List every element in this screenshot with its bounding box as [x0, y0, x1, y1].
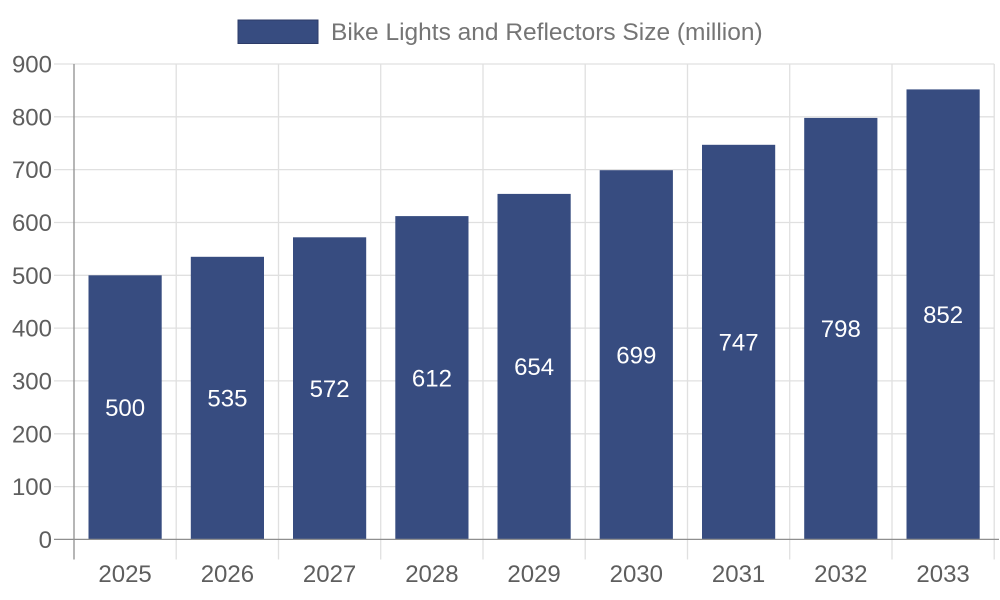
svg-text:852: 852 — [923, 302, 963, 329]
svg-text:572: 572 — [310, 376, 350, 403]
svg-text:Bike Lights and Reflectors Siz: Bike Lights and Reflectors Size (million… — [331, 19, 763, 46]
svg-text:2032: 2032 — [814, 561, 867, 588]
svg-text:300: 300 — [12, 368, 52, 395]
svg-text:500: 500 — [12, 263, 52, 290]
svg-text:2029: 2029 — [507, 561, 560, 588]
svg-text:2026: 2026 — [201, 561, 254, 588]
svg-text:612: 612 — [412, 365, 452, 392]
svg-text:2028: 2028 — [405, 561, 458, 588]
svg-text:2031: 2031 — [712, 561, 765, 588]
svg-text:2025: 2025 — [98, 561, 151, 588]
svg-text:400: 400 — [12, 316, 52, 343]
svg-text:747: 747 — [719, 330, 759, 357]
svg-text:600: 600 — [12, 210, 52, 237]
svg-text:800: 800 — [12, 104, 52, 131]
svg-text:2033: 2033 — [916, 561, 969, 588]
svg-text:699: 699 — [616, 342, 656, 369]
svg-text:500: 500 — [105, 395, 145, 422]
svg-text:200: 200 — [12, 421, 52, 448]
svg-text:900: 900 — [12, 52, 52, 79]
svg-text:700: 700 — [12, 157, 52, 184]
svg-text:100: 100 — [12, 474, 52, 501]
svg-text:654: 654 — [514, 354, 554, 381]
svg-text:0: 0 — [39, 527, 52, 554]
svg-text:798: 798 — [821, 316, 861, 343]
svg-text:2030: 2030 — [610, 561, 663, 588]
svg-text:535: 535 — [207, 386, 247, 413]
svg-text:2027: 2027 — [303, 561, 356, 588]
